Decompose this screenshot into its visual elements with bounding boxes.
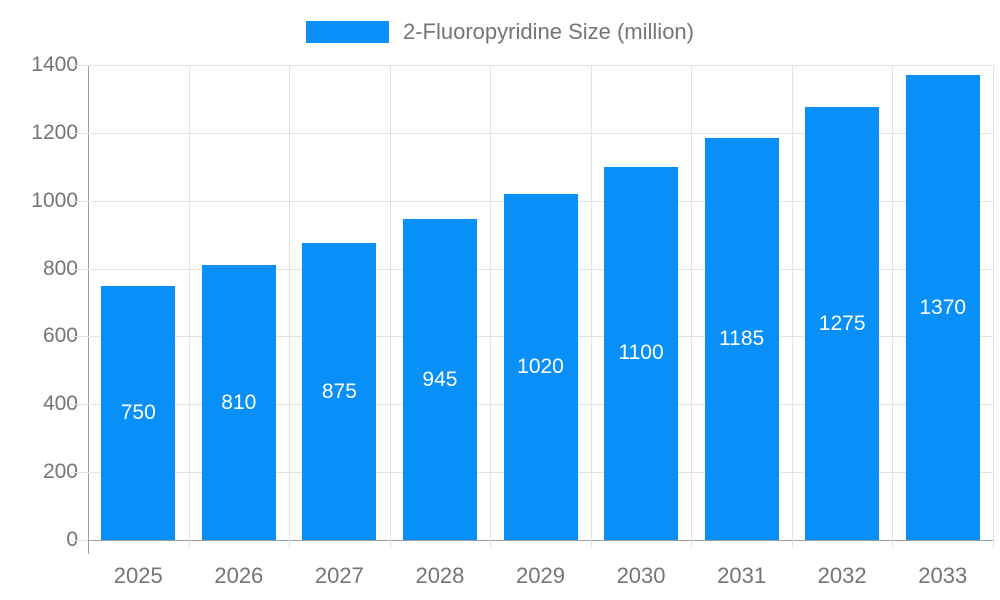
x-axis-line [88,540,993,541]
bar-value-label: 750 [120,400,156,424]
y-tick-label: 1200 [31,120,78,144]
bar-value-label: 945 [422,367,458,391]
bar[interactable]: 875 [302,243,377,540]
bar-value-label: 1100 [618,341,664,365]
bar[interactable]: 1100 [604,166,679,540]
vertical-gridline [791,65,793,548]
bar[interactable]: 750 [101,285,176,540]
bar[interactable]: 1020 [503,193,578,540]
x-tick-label: 2032 [817,563,867,588]
x-tick-label: 2031 [717,563,767,588]
y-axis-line [88,65,89,554]
bar-value-label: 1275 [818,311,866,335]
horizontal-gridline [88,132,993,134]
vertical-gridline [389,65,391,548]
vertical-gridline [892,65,894,548]
bar-value-label: 1020 [517,354,564,378]
x-tick-label: 2027 [314,563,364,588]
vertical-gridline [490,65,492,548]
legend-swatch-icon [306,21,389,43]
y-tick-label: 1400 [31,53,78,76]
y-tick-label: 200 [42,460,78,484]
y-tick-mark [70,200,88,202]
y-tick-mark [70,404,88,406]
x-tick-label: 2030 [616,563,666,588]
y-tick-mark [70,472,88,474]
y-tick-label: 1000 [31,188,78,212]
bar[interactable]: 945 [402,219,477,540]
y-tick-label: 400 [42,392,78,416]
y-tick-mark [70,132,88,134]
bar[interactable]: 1275 [805,107,880,540]
x-tick-label: 2028 [415,563,465,588]
bar-value-label: 875 [321,379,357,403]
bar[interactable]: 1370 [905,75,980,540]
y-tick-mark [70,65,88,66]
vertical-gridline [691,65,693,548]
vertical-gridline [188,65,190,548]
x-tick-label: 2025 [113,563,163,588]
y-tick-mark [70,540,88,541]
vertical-gridline [289,65,291,548]
bar[interactable]: 810 [201,265,276,540]
bar-value-label: 810 [221,390,257,414]
y-tick-mark [70,268,88,270]
bar-value-label: 1185 [719,326,765,350]
horizontal-gridline [88,65,993,66]
vertical-gridline [993,65,994,548]
legend-label: 2-Fluoropyridine Size (million) [403,19,694,44]
vertical-gridline [590,65,592,548]
x-tick-label: 2026 [214,563,264,588]
y-tick-mark [70,336,88,338]
bar[interactable]: 1185 [704,137,779,540]
y-tick-label: 600 [42,324,78,348]
bar-value-label: 1370 [919,295,967,319]
y-tick-label: 0 [66,528,78,552]
x-tick-label: 2029 [516,563,565,588]
chart-legend[interactable]: 2-Fluoropyridine Size (million) [0,18,1000,46]
plot-area: 750 810 875 945 1020 1100 1185 1275 1370 [88,65,994,548]
x-tick-label: 2033 [918,563,968,588]
y-tick-label: 800 [42,256,78,280]
